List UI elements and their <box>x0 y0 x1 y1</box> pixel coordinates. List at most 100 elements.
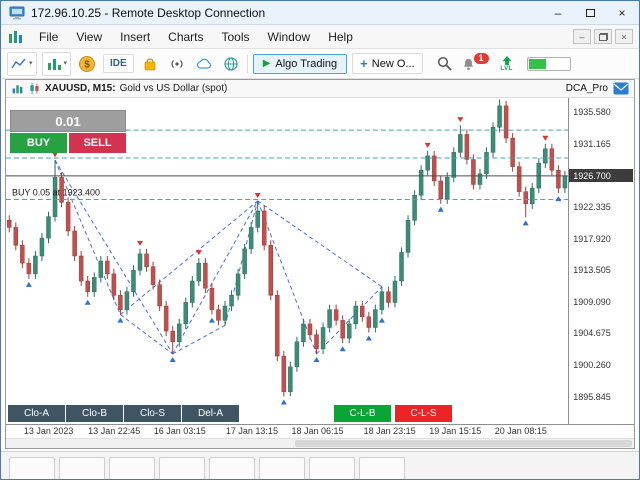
menu-file[interactable]: File <box>39 29 59 44</box>
chart-type-dropdown[interactable]: ▾ <box>7 51 37 76</box>
level-fill <box>528 58 547 69</box>
delete-all-button[interactable]: Del-A <box>182 405 239 422</box>
chevron-down-icon: ▾ <box>63 60 68 67</box>
bottom-toolbar-strip <box>1 451 639 479</box>
time-tick: 18 Jan 06:15 <box>291 426 344 436</box>
price-tick: 1922.335 <box>573 202 611 213</box>
bottom-toolbar-button[interactable] <box>159 457 205 479</box>
ide-button[interactable]: IDE <box>103 54 134 73</box>
level-up-button[interactable]: LVL <box>496 55 518 72</box>
mdi-restore-button[interactable] <box>594 29 612 44</box>
chart-title-symbol: XAUUSD, M15: <box>45 83 116 94</box>
scrollbar-thumb[interactable] <box>294 440 632 447</box>
algo-trading-button[interactable]: ▶ Algo Trading <box>252 53 348 74</box>
price-tick: 1909.090 <box>573 296 611 307</box>
chart-titlebar[interactable]: XAUUSD, M15: Gold vs US Dollar (spot) DC… <box>6 80 634 98</box>
time-tick: 20 Jan 08:15 <box>494 426 547 436</box>
rdp-titlebar[interactable]: 172.96.10.25 - Remote Desktop Connection… <box>1 1 639 25</box>
zigzag-layer <box>54 159 383 355</box>
bottom-toolbar-button[interactable] <box>109 457 155 479</box>
svg-text:$: $ <box>84 59 90 70</box>
menu-insert[interactable]: Insert <box>120 29 151 44</box>
shopping-bag-icon <box>144 57 156 70</box>
notification-badge: 1 <box>473 52 489 65</box>
time-tick: 19 Jan 15:15 <box>429 426 482 436</box>
toolbar: ▾ ▾ $ IDE <box>1 49 639 79</box>
ea-name-label: DCA_Pro <box>565 83 608 94</box>
time-tick: 18 Jan 23:15 <box>363 426 416 436</box>
menu-help[interactable]: Help <box>328 29 353 44</box>
algo-trading-label: Algo Trading <box>275 57 338 70</box>
cloud-button[interactable] <box>193 52 215 76</box>
current-price-label: 1926.700 <box>569 169 633 183</box>
plus-icon: + <box>360 56 368 71</box>
bottom-toolbar-button[interactable] <box>209 457 255 479</box>
notifications-button[interactable]: 1 <box>461 52 489 75</box>
new-order-button[interactable]: + New O... <box>352 53 423 74</box>
bottom-toolbar-button[interactable] <box>259 457 305 479</box>
bottom-toolbar-button[interactable] <box>309 457 355 479</box>
price-tick: 1935.580 <box>573 107 611 118</box>
window-maximize-button[interactable] <box>577 3 603 23</box>
chart-scrollbar[interactable] <box>6 438 634 448</box>
cloud-icon <box>196 58 211 69</box>
mdi-close-button[interactable]: × <box>615 29 633 44</box>
toolbar-separator <box>246 54 248 73</box>
lot-size-display[interactable]: 0.01 <box>10 110 126 132</box>
time-scale[interactable]: 13 Jan 2023 13 Jan 22:45 16 Jan 03:15 17 Ja… <box>6 424 634 438</box>
close-buys-button[interactable]: Clo-B <box>66 405 123 422</box>
candlestick-icon <box>30 82 39 95</box>
window-minimize-button[interactable]: – <box>554 5 562 20</box>
bottom-toolbar-button[interactable] <box>359 457 405 479</box>
mt5-logo-icon <box>9 30 22 43</box>
menu-tools[interactable]: Tools <box>221 29 250 44</box>
chart-title-description: Gold vs US Dollar (spot) <box>119 83 228 94</box>
candles-layer <box>7 99 568 397</box>
menu-window[interactable]: Window <box>267 29 311 44</box>
chevron-down-icon: ▾ <box>29 60 33 67</box>
restore-icon <box>598 32 608 41</box>
chart-plot-area[interactable]: BUY 0.05 at 1923.400 0.01 BUY SELL Clo-A… <box>6 98 569 424</box>
close-sells-button[interactable]: Clo-S <box>124 405 181 422</box>
bottom-toolbar-button[interactable] <box>59 457 105 479</box>
maximize-icon <box>585 8 595 17</box>
menu-charts[interactable]: Charts <box>168 29 204 44</box>
market-button[interactable] <box>139 52 161 76</box>
mdi-window-controls: – × <box>573 29 633 44</box>
deposit-button[interactable]: $ <box>76 52 98 76</box>
chart-window: XAUUSD, M15: Gold vs US Dollar (spot) DC… <box>5 79 635 449</box>
mdi-minimize-button[interactable]: – <box>573 29 591 44</box>
close-limit-sells-button[interactable]: C-L-S <box>395 405 452 422</box>
signals-button[interactable] <box>166 52 188 76</box>
price-tick: 1931.165 <box>573 139 611 149</box>
ea-mailbox-icon[interactable] <box>613 82 629 95</box>
buy-button[interactable]: BUY <box>10 133 67 153</box>
community-button[interactable] <box>220 52 242 76</box>
close-limit-buys-button[interactable]: C-L-B <box>334 405 391 422</box>
bottom-toolbar-button[interactable] <box>9 457 55 479</box>
price-scale[interactable]: 1935.580 1931.165 1922.335 1917.920 1913.505… <box>568 98 634 424</box>
close-all-button[interactable]: Clo-A <box>8 405 65 422</box>
timeframe-dropdown[interactable]: ▾ <box>41 51 72 76</box>
sell-button[interactable]: SELL <box>69 133 126 153</box>
rdp-window-title: 172.96.10.25 - Remote Desktop Connection <box>31 5 266 20</box>
menu-view[interactable]: View <box>76 29 103 44</box>
price-tick: 1895.845 <box>573 391 611 402</box>
new-order-label: New O... <box>371 57 415 70</box>
dollar-coin-icon: $ <box>79 55 96 72</box>
search-icon <box>438 56 452 71</box>
price-tick: 1917.920 <box>573 233 611 244</box>
bell-icon <box>463 58 473 70</box>
search-button[interactable] <box>434 52 456 76</box>
time-tick: 16 Jan 03:15 <box>153 426 206 436</box>
signals-icon <box>171 59 183 68</box>
chart-icon <box>12 85 23 94</box>
window-close-button[interactable]: × <box>618 5 626 20</box>
time-tick: 13 Jan 2023 <box>23 426 74 436</box>
lvl-label: LVL <box>500 66 513 72</box>
green-up-arrow-icon <box>502 56 512 65</box>
time-tick: 13 Jan 22:45 <box>88 426 141 436</box>
levels-layer <box>6 129 569 201</box>
price-chart[interactable]: BUY 0.05 at 1923.400 <box>6 98 569 424</box>
